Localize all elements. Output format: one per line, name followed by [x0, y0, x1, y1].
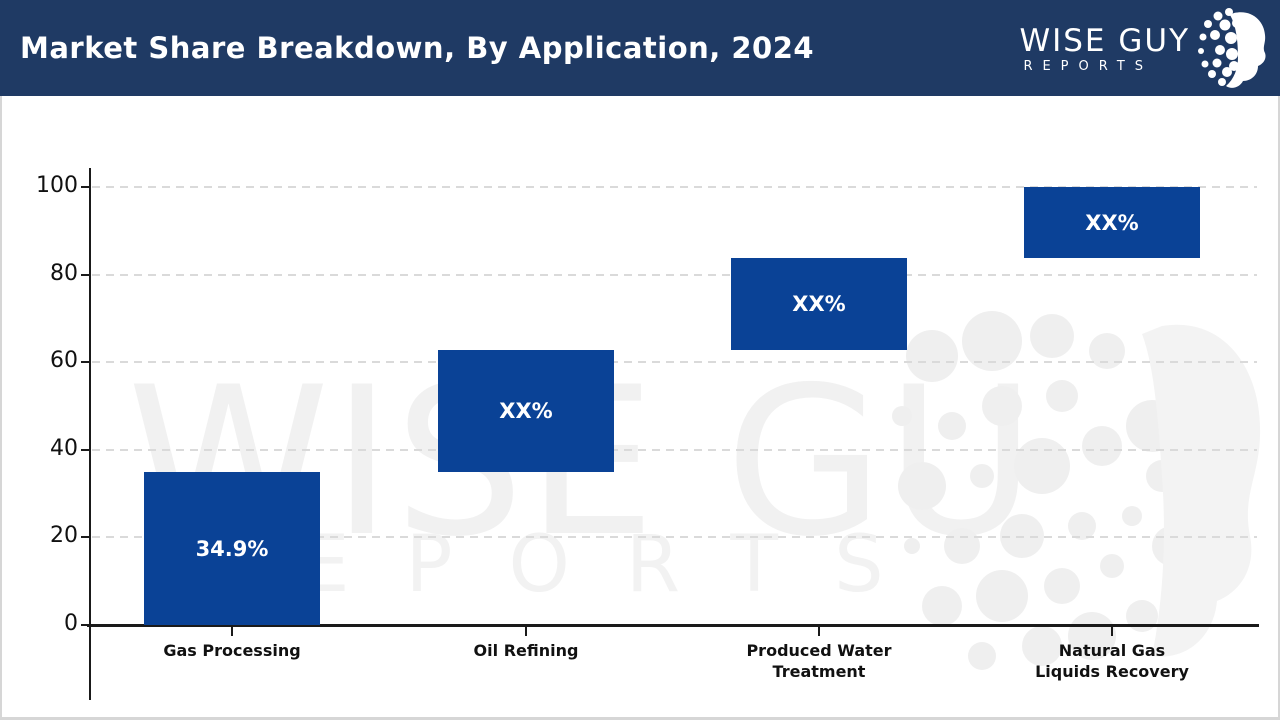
- bar-produced-water-treatment: XX%: [731, 258, 907, 351]
- gridline-y20: [92, 536, 1257, 539]
- bar-value-label: XX%: [792, 292, 846, 317]
- category-label-line: Oil Refining: [473, 641, 579, 660]
- y-tick-100: [81, 186, 90, 188]
- category-label-line: Treatment: [772, 661, 866, 681]
- category-label-line: Natural Gas: [1058, 641, 1166, 660]
- chart-area: WISE GU REPORTS: [0, 96, 1280, 720]
- y-tick-label-20: 20: [50, 523, 78, 549]
- category-label-line: Gas Processing: [163, 641, 301, 660]
- category-label-0: Gas Processing: [112, 641, 352, 662]
- page-title: Market Share Breakdown, By Application, …: [20, 31, 815, 65]
- logo-reports-label: REPORTS: [1023, 58, 1154, 74]
- gridline-y100: [92, 186, 1257, 188]
- wise-guy-logo: WISE GUY REPORTS: [1019, 6, 1268, 92]
- category-label-1: Oil Refining: [406, 641, 646, 662]
- y-tick-label-60: 60: [50, 348, 78, 374]
- y-tick-60: [81, 361, 90, 364]
- y-tick-40: [81, 448, 90, 451]
- bar-natural-gas-liquids-recovery: XX%: [1024, 187, 1200, 259]
- category-label-line: Liquids Recovery: [1035, 661, 1189, 681]
- y-axis-line: [89, 168, 91, 700]
- logo-wordmark: WISE GUY: [1019, 22, 1190, 59]
- y-tick-label-100: 100: [36, 173, 78, 198]
- x-axis-line: [87, 624, 1259, 627]
- header: Market Share Breakdown, By Application, …: [0, 0, 1280, 96]
- bar-gas-processing: 34.9%: [144, 472, 320, 625]
- logo-head-icon: [1198, 8, 1266, 88]
- gridline-y80: [92, 273, 1257, 276]
- category-label-3: Natural Gas Liquids Recovery: [992, 641, 1232, 683]
- bar-oil-refining: XX%: [438, 350, 614, 473]
- y-tick-label-0: 0: [64, 611, 78, 636]
- category-label-2: Produced Water Treatment: [699, 641, 939, 683]
- x-tick-1: [525, 627, 527, 636]
- bar-value-label: XX%: [499, 399, 553, 424]
- x-tick-3: [1111, 627, 1113, 636]
- gridline-y60: [92, 361, 1257, 364]
- y-tick-20: [81, 536, 90, 539]
- bar-value-label: XX%: [1085, 210, 1139, 235]
- logo-text: WISE GUY REPORTS: [1019, 22, 1190, 74]
- category-label-line: Produced Water: [746, 641, 892, 660]
- x-tick-0: [231, 627, 233, 636]
- y-tick-80: [81, 273, 90, 276]
- x-tick-2: [818, 627, 820, 636]
- y-tick-label-40: 40: [50, 435, 78, 461]
- y-tick-label-80: 80: [50, 260, 78, 286]
- bar-value-label: 34.9%: [195, 536, 269, 561]
- y-tick-0: [81, 624, 90, 626]
- gridline-y40: [92, 448, 1257, 451]
- watermark-head-icon: [892, 311, 1261, 670]
